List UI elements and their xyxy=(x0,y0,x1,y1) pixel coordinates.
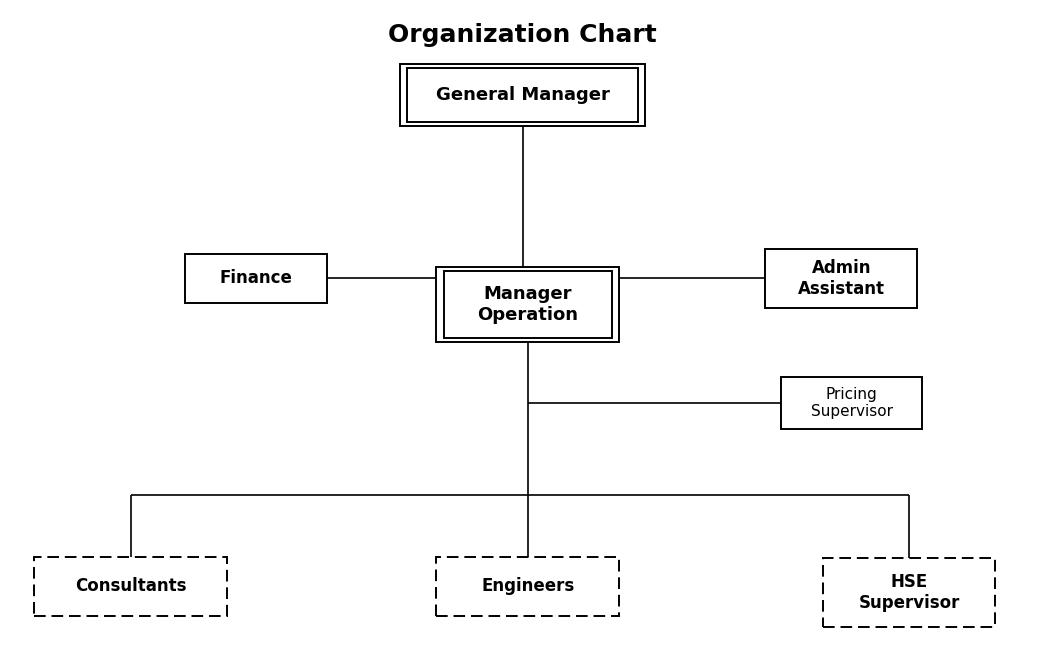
FancyBboxPatch shape xyxy=(33,557,228,616)
FancyBboxPatch shape xyxy=(400,64,645,126)
Text: General Manager: General Manager xyxy=(436,86,609,104)
Text: Consultants: Consultants xyxy=(75,577,186,595)
Text: Organization Chart: Organization Chart xyxy=(388,23,657,47)
FancyBboxPatch shape xyxy=(781,377,922,429)
FancyBboxPatch shape xyxy=(823,558,996,627)
Text: Pricing
Supervisor: Pricing Supervisor xyxy=(811,386,892,419)
Text: Admin
Assistant: Admin Assistant xyxy=(797,259,885,298)
FancyBboxPatch shape xyxy=(437,267,619,342)
Text: Finance: Finance xyxy=(219,269,293,288)
Text: Manager
Operation: Manager Operation xyxy=(478,285,578,324)
Text: HSE
Supervisor: HSE Supervisor xyxy=(858,573,960,612)
FancyBboxPatch shape xyxy=(408,69,637,122)
FancyBboxPatch shape xyxy=(186,254,326,303)
FancyBboxPatch shape xyxy=(766,249,918,308)
FancyBboxPatch shape xyxy=(437,557,619,616)
FancyBboxPatch shape xyxy=(443,271,611,338)
Text: Engineers: Engineers xyxy=(481,577,575,595)
